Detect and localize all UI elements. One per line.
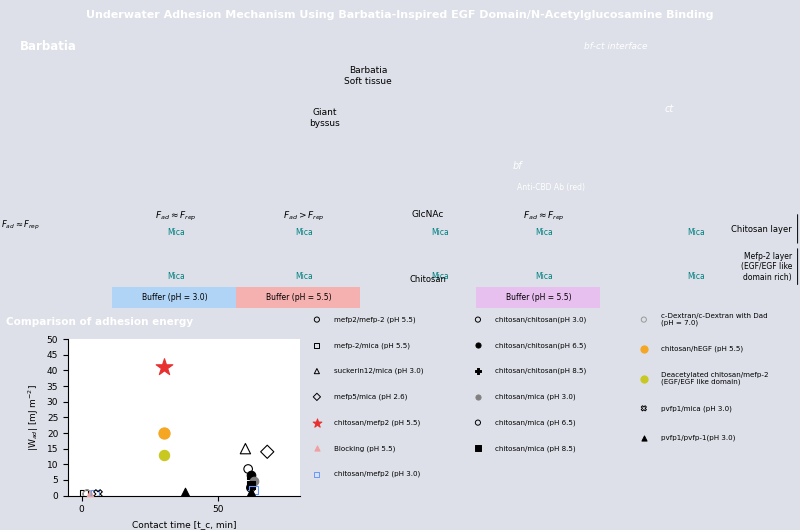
FancyBboxPatch shape — [476, 287, 600, 308]
Text: suckerin12/mica (pH 3.0): suckerin12/mica (pH 3.0) — [334, 368, 423, 374]
Text: chitosan/mefp2 (pH 5.5): chitosan/mefp2 (pH 5.5) — [334, 419, 420, 426]
Text: Deacetylated chitosan/mefp-2
(EGF/EGF like domain): Deacetylated chitosan/mefp-2 (EGF/EGF li… — [661, 372, 769, 385]
Point — [245, 488, 258, 496]
Text: Mica: Mica — [295, 228, 313, 237]
Text: Mica: Mica — [535, 228, 553, 237]
Text: Underwater Adhesion Mechanism Using Barbatia-Inspired EGF Domain/N-Acetylglucosa: Underwater Adhesion Mechanism Using Barb… — [86, 10, 714, 20]
Point — [247, 477, 260, 485]
Text: c-Dextran/c-Dextran with Dad
(pH = 7.0): c-Dextran/c-Dextran with Dad (pH = 7.0) — [661, 313, 767, 326]
Point — [594, 158, 606, 167]
Text: Comparison of adhesion energy: Comparison of adhesion energy — [6, 317, 194, 327]
Text: Giant
byssus: Giant byssus — [310, 108, 340, 128]
Point — [78, 490, 90, 499]
Text: Buffer (pH = 5.5): Buffer (pH = 5.5) — [506, 293, 571, 302]
Point — [245, 471, 258, 480]
Text: Mica: Mica — [687, 272, 705, 281]
Text: Chitosan layer: Chitosan layer — [731, 225, 792, 234]
Point — [92, 490, 105, 498]
Text: chitosan/chitosan(pH 6.5): chitosan/chitosan(pH 6.5) — [495, 342, 586, 349]
Point — [157, 450, 170, 459]
Text: chitosan/mefp2 (pH 3.0): chitosan/mefp2 (pH 3.0) — [334, 471, 420, 478]
Text: chitosan/mica (pH 6.5): chitosan/mica (pH 6.5) — [495, 419, 576, 426]
Y-axis label: |W$_{ad}$| [mJ m$^{-2}$]: |W$_{ad}$| [mJ m$^{-2}$] — [27, 384, 42, 451]
Text: mefp-2/mica (pH 5.5): mefp-2/mica (pH 5.5) — [334, 342, 410, 349]
X-axis label: Contact time [t_c, min]: Contact time [t_c, min] — [132, 520, 236, 529]
Text: Mica: Mica — [167, 272, 185, 281]
Text: Mica: Mica — [431, 272, 449, 281]
Point — [89, 490, 102, 498]
Text: Anti-CBD Ab (red): Anti-CBD Ab (red) — [518, 183, 586, 192]
Text: ct: ct — [664, 104, 674, 114]
Text: Buffer (pH = 3.0): Buffer (pH = 3.0) — [142, 293, 207, 302]
Text: $F_{ad} \approx F_{rep}$: $F_{ad} \approx F_{rep}$ — [155, 210, 197, 223]
Point — [247, 485, 260, 494]
Text: chitosan/hEGF (pH 5.5): chitosan/hEGF (pH 5.5) — [661, 346, 743, 352]
Text: Chitosan: Chitosan — [410, 275, 446, 284]
Text: chitosan/chitosan(pH 3.0): chitosan/chitosan(pH 3.0) — [495, 316, 586, 323]
Text: pvfp1/mica (pH 3.0): pvfp1/mica (pH 3.0) — [661, 405, 732, 412]
Point — [261, 447, 274, 456]
Point — [81, 490, 94, 498]
Text: Mica: Mica — [687, 228, 705, 237]
Text: Mefp-2 layer
(EGF/EGF like
domain rich): Mefp-2 layer (EGF/EGF like domain rich) — [741, 252, 792, 281]
Text: chitosan/mica (pH 3.0): chitosan/mica (pH 3.0) — [495, 394, 576, 400]
Text: Mica: Mica — [535, 272, 553, 281]
Text: chitosan/mica (pH 8.5): chitosan/mica (pH 8.5) — [495, 445, 576, 452]
Text: Mica: Mica — [431, 228, 449, 237]
Point — [81, 490, 94, 498]
Point — [179, 488, 192, 496]
Text: $F_{ad} > F_{rep}$: $F_{ad} > F_{rep}$ — [283, 210, 325, 223]
Point — [157, 429, 170, 437]
Text: GlcNAc: GlcNAc — [412, 210, 444, 219]
Point — [239, 444, 252, 453]
Point — [245, 480, 258, 489]
Text: pvfp1/pvfp-1(pH 3.0): pvfp1/pvfp-1(pH 3.0) — [661, 435, 735, 441]
Text: Barbatia: Barbatia — [19, 40, 76, 54]
Text: mefp5/mica (pH 2.6): mefp5/mica (pH 2.6) — [334, 394, 407, 400]
FancyBboxPatch shape — [112, 287, 236, 308]
Point — [83, 490, 96, 499]
Point — [157, 363, 170, 372]
Text: Blocking (pH 5.5): Blocking (pH 5.5) — [334, 445, 395, 452]
Text: Mica: Mica — [167, 228, 185, 237]
Point — [245, 483, 258, 492]
Text: Mica: Mica — [295, 272, 313, 281]
Text: bf-ct interface: bf-ct interface — [584, 42, 648, 51]
Text: $F_{ad} \approx F_{rep}$: $F_{ad} \approx F_{rep}$ — [523, 210, 565, 223]
Point — [242, 465, 254, 473]
Text: Barbatia
Soft tissue: Barbatia Soft tissue — [344, 66, 392, 86]
Text: chitosan/chitosan(pH 8.5): chitosan/chitosan(pH 8.5) — [495, 368, 586, 374]
Text: Buffer (pH = 5.5): Buffer (pH = 5.5) — [266, 293, 331, 302]
FancyBboxPatch shape — [236, 287, 360, 308]
Text: bf: bf — [513, 161, 522, 171]
Point — [245, 474, 258, 483]
Text: mefp2/mefp-2 (pH 5.5): mefp2/mefp-2 (pH 5.5) — [334, 316, 415, 323]
Text: $F_{ad} \approx F_{rep}$: $F_{ad} \approx F_{rep}$ — [1, 219, 39, 232]
